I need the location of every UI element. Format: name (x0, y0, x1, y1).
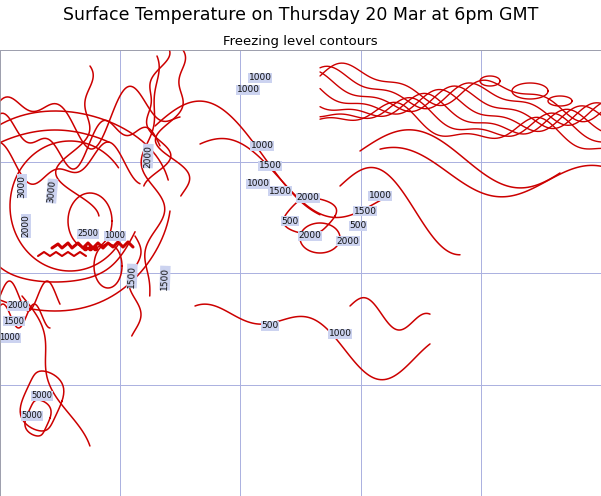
Text: 500: 500 (281, 216, 299, 226)
Text: 2000: 2000 (299, 232, 322, 241)
Text: 1500: 1500 (258, 162, 281, 171)
Text: 1500: 1500 (353, 206, 376, 215)
Text: 2000: 2000 (143, 144, 153, 168)
Text: 1500: 1500 (4, 316, 25, 325)
Text: 2000: 2000 (337, 237, 359, 246)
Text: 1000: 1000 (368, 191, 391, 200)
Text: 2000: 2000 (7, 302, 28, 310)
Text: 1000: 1000 (237, 85, 260, 95)
Text: 1000: 1000 (246, 180, 269, 188)
Text: 5000: 5000 (31, 391, 52, 400)
Text: 5000: 5000 (22, 412, 43, 421)
Text: 1000: 1000 (329, 329, 352, 338)
Text: 1000: 1000 (251, 141, 273, 150)
Text: 1500: 1500 (269, 186, 291, 195)
Text: 500: 500 (349, 222, 367, 231)
Text: 2000: 2000 (22, 215, 31, 238)
Text: Freezing level contours: Freezing level contours (223, 35, 378, 48)
Text: 1000: 1000 (105, 232, 126, 241)
Text: 2000: 2000 (296, 193, 320, 202)
Text: Surface Temperature on Thursday 20 Mar at 6pm GMT: Surface Temperature on Thursday 20 Mar a… (63, 6, 538, 24)
Text: 2500: 2500 (78, 230, 99, 239)
Text: 3000: 3000 (46, 179, 58, 203)
Text: 1000: 1000 (0, 333, 20, 343)
Text: 500: 500 (261, 321, 279, 330)
Text: 1000: 1000 (248, 73, 272, 82)
Text: 1500: 1500 (160, 266, 170, 290)
Text: 3000: 3000 (17, 175, 26, 197)
Text: 1500: 1500 (127, 264, 137, 288)
